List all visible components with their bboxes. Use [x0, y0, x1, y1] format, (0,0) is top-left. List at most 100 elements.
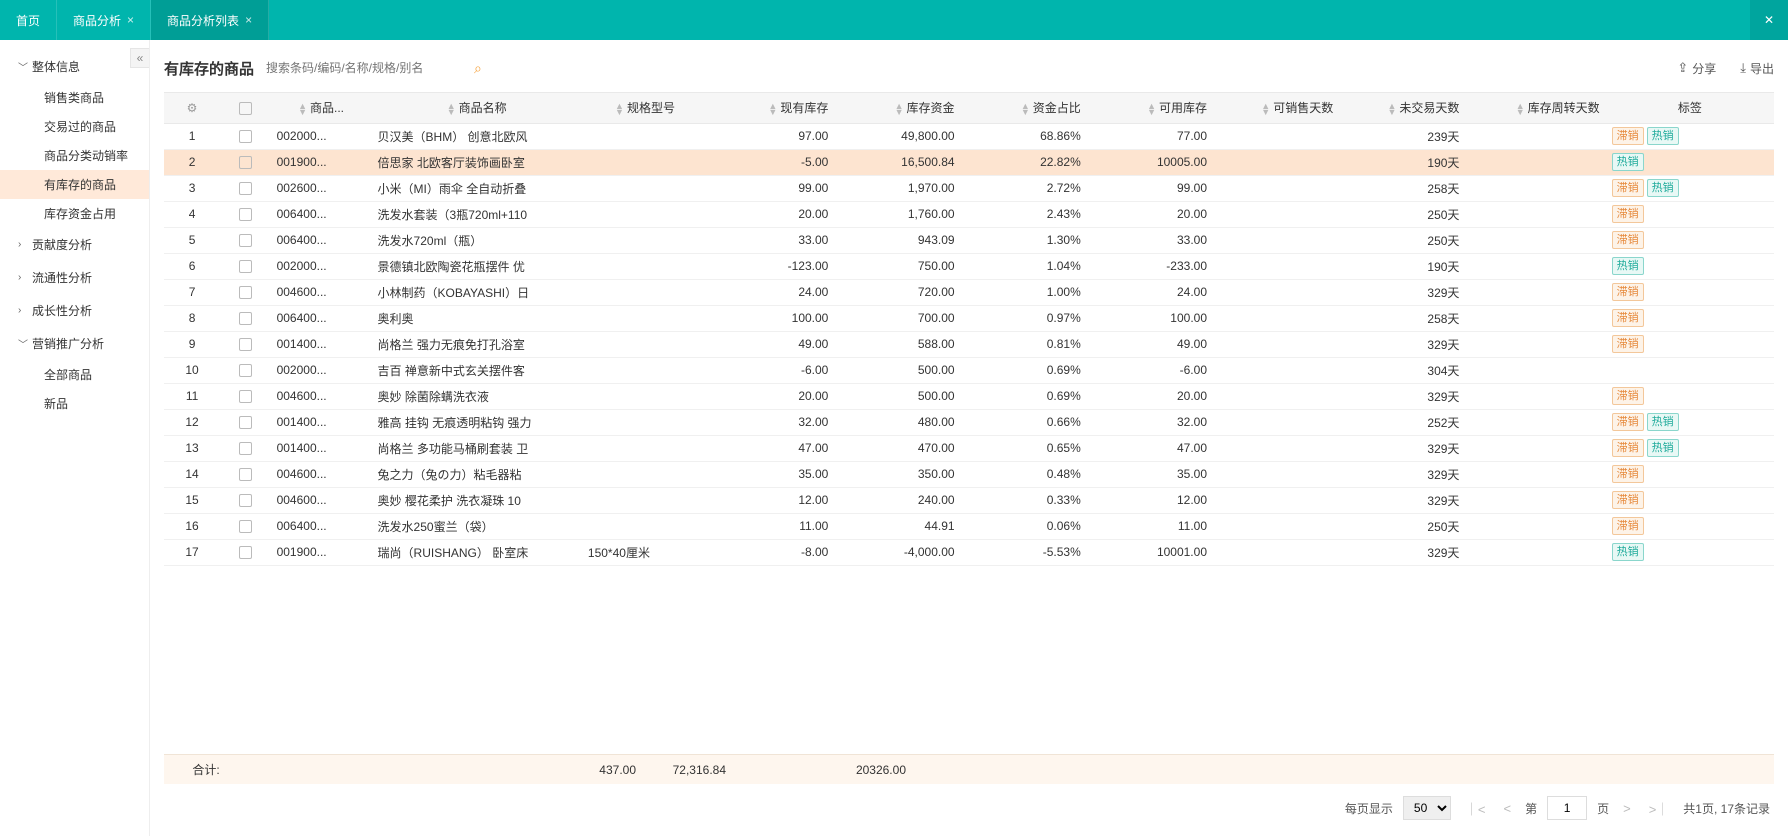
row-checkbox[interactable] [239, 546, 252, 559]
col-header-chk [220, 93, 270, 123]
sidebar-group-整体信息[interactable]: ﹀整体信息 [0, 50, 149, 83]
row-checkbox[interactable] [239, 494, 252, 507]
table-row[interactable]: 7004600...小林制药（KOBAYASHI）日24.00720.001.0… [164, 279, 1774, 305]
tab-close-icon[interactable]: × [245, 13, 252, 27]
select-all-checkbox[interactable] [239, 102, 252, 115]
sidebar-group-营销推广分析[interactable]: ﹀营销推广分析 [0, 327, 149, 360]
col-header-capital[interactable]: ▲▼库存资金 [834, 93, 960, 123]
table-row[interactable]: 1002000...贝汉美（BHM） 创意北欧风97.0049,800.0068… [164, 123, 1774, 149]
table-row[interactable]: 11004600...奥妙 除菌除螨洗衣液20.00500.000.69%20.… [164, 383, 1774, 409]
pager-prev-button[interactable]: < [1499, 801, 1515, 816]
sidebar-item-库存资金占用[interactable]: 库存资金占用 [0, 199, 149, 228]
tab-首页[interactable]: 首页 [0, 0, 57, 40]
col-header-stock[interactable]: ▲▼现有库存 [708, 93, 834, 123]
cell-stock: 100.00 [708, 305, 834, 331]
row-checkbox[interactable] [239, 260, 252, 273]
tag-滞销: 滞销 [1612, 231, 1644, 249]
cell-turndays [1465, 201, 1605, 227]
cell-name: 瑞尚（RUISHANG） 卧室床 [372, 539, 582, 565]
row-checkbox[interactable] [239, 338, 252, 351]
table-row[interactable]: 9001400...尚格兰 强力无痕免打孔浴室49.00588.000.81%4… [164, 331, 1774, 357]
table-row[interactable]: 3002600...小米（MI）雨伞 全自动折叠99.001,970.002.7… [164, 175, 1774, 201]
row-index: 11 [164, 383, 220, 409]
gear-icon[interactable]: ⚙ [187, 101, 198, 115]
table-row[interactable]: 10002000...吉百 禅意新中式玄关摆件客-6.00500.000.69%… [164, 357, 1774, 383]
row-checkbox[interactable] [239, 208, 252, 221]
col-header-saledays[interactable]: ▲▼可销售天数 [1213, 93, 1339, 123]
top-tabs: 首页商品分析×商品分析列表× ✕ [0, 0, 1788, 40]
sidebar-item-全部商品[interactable]: 全部商品 [0, 360, 149, 389]
sidebar-item-交易过的商品[interactable]: 交易过的商品 [0, 112, 149, 141]
cell-code: 006400... [271, 227, 372, 253]
row-checkbox[interactable] [239, 364, 252, 377]
pager-next-button[interactable]: > [1619, 801, 1635, 816]
cell-avail: 77.00 [1087, 123, 1213, 149]
table-row[interactable]: 13001400...尚格兰 多功能马桶刷套装 卫47.00470.000.65… [164, 435, 1774, 461]
sidebar-item-有库存的商品[interactable]: 有库存的商品 [0, 170, 149, 199]
row-checkbox[interactable] [239, 234, 252, 247]
sidebar-group-成长性分析[interactable]: ›成长性分析 [0, 294, 149, 327]
sidebar-collapse-handle[interactable]: « [130, 48, 150, 68]
col-header-name[interactable]: ▲▼商品名称 [372, 93, 582, 123]
table-row[interactable]: 5006400...洗发水720ml（瓶）33.00943.091.30%33.… [164, 227, 1774, 253]
search-input[interactable] [264, 57, 464, 80]
per-page-select[interactable]: 50 [1403, 796, 1451, 820]
table-wrap: ⚙▲▼商品...▲▼商品名称▲▼规格型号▲▼现有库存▲▼库存资金▲▼资金占比▲▼… [164, 92, 1774, 754]
sidebar-item-销售类商品[interactable]: 销售类商品 [0, 83, 149, 112]
cell-notrade: 239天 [1339, 123, 1465, 149]
share-button[interactable]: ⇪ 分享 [1677, 60, 1716, 77]
col-label: 商品... [310, 101, 344, 115]
export-button[interactable]: ⤓ 导出 [1740, 60, 1774, 77]
col-header-turndays[interactable]: ▲▼库存周转天数 [1465, 93, 1605, 123]
table-row[interactable]: 12001400...雅高 挂钩 无痕透明粘钩 强力32.00480.000.6… [164, 409, 1774, 435]
col-header-avail[interactable]: ▲▼可用库存 [1087, 93, 1213, 123]
tab-商品分析[interactable]: 商品分析× [57, 0, 151, 40]
tab-close-icon[interactable]: × [127, 13, 134, 27]
table-row[interactable]: 14004600...兔之力（兔の力）粘毛器粘35.00350.000.48%3… [164, 461, 1774, 487]
row-checkbox[interactable] [239, 442, 252, 455]
cell-tags: 滞销热销 [1606, 409, 1774, 435]
cell-capital: 720.00 [834, 279, 960, 305]
row-checkbox[interactable] [239, 390, 252, 403]
sidebar-item-新品[interactable]: 新品 [0, 389, 149, 418]
sort-icon: ▲▼ [1147, 103, 1156, 115]
row-checkbox[interactable] [239, 286, 252, 299]
row-checkbox[interactable] [239, 130, 252, 143]
col-header-ratio[interactable]: ▲▼资金占比 [961, 93, 1087, 123]
row-checkbox[interactable] [239, 520, 252, 533]
tab-商品分析列表[interactable]: 商品分析列表× [151, 0, 269, 40]
table-row[interactable]: 15004600...奥妙 樱花柔护 洗衣凝珠 1012.00240.000.3… [164, 487, 1774, 513]
cell-turndays [1465, 487, 1605, 513]
row-checkbox[interactable] [239, 416, 252, 429]
search-icon[interactable]: ⌕ [474, 60, 482, 77]
table-row[interactable]: 4006400...洗发水套装（3瓶720ml+11020.001,760.00… [164, 201, 1774, 227]
page-input[interactable] [1547, 796, 1587, 820]
cell-spec [582, 331, 708, 357]
pager-first-button[interactable]: ｜< [1461, 799, 1490, 818]
row-checkbox[interactable] [239, 156, 252, 169]
sidebar-item-商品分类动销率[interactable]: 商品分类动销率 [0, 141, 149, 170]
row-checkbox[interactable] [239, 312, 252, 325]
totals-avail: 20326.00 [822, 763, 912, 777]
row-checkbox[interactable] [239, 468, 252, 481]
row-index: 5 [164, 227, 220, 253]
col-header-notrade[interactable]: ▲▼未交易天数 [1339, 93, 1465, 123]
table-row[interactable]: 16006400...洗发水250蜜兰（袋）11.0044.910.06%11.… [164, 513, 1774, 539]
tag-滞销: 滞销 [1612, 439, 1644, 457]
totals-stock: 437.00 [552, 763, 642, 777]
pager-summary: 共1页, 17条记录 [1683, 800, 1770, 817]
table-row[interactable]: 8006400...奥利奥100.00700.000.97%100.00258天… [164, 305, 1774, 331]
cell-code: 002000... [271, 357, 372, 383]
col-header-code[interactable]: ▲▼商品... [271, 93, 372, 123]
cell-capital: 750.00 [834, 253, 960, 279]
pager-last-button[interactable]: >｜ [1645, 799, 1674, 818]
sidebar-group-流通性分析[interactable]: ›流通性分析 [0, 261, 149, 294]
table-row[interactable]: 2001900...倍思家 北欧客厅装饰画卧室-5.0016,500.8422.… [164, 149, 1774, 175]
table-row[interactable]: 17001900...瑞尚（RUISHANG） 卧室床150*40厘米-8.00… [164, 539, 1774, 565]
cell-code: 001900... [271, 539, 372, 565]
sidebar-group-贡献度分析[interactable]: ›贡献度分析 [0, 228, 149, 261]
close-all-tabs-button[interactable]: ✕ [1750, 0, 1788, 40]
col-header-spec[interactable]: ▲▼规格型号 [582, 93, 708, 123]
table-row[interactable]: 6002000...景德镇北欧陶瓷花瓶摆件 优-123.00750.001.04… [164, 253, 1774, 279]
row-checkbox[interactable] [239, 182, 252, 195]
